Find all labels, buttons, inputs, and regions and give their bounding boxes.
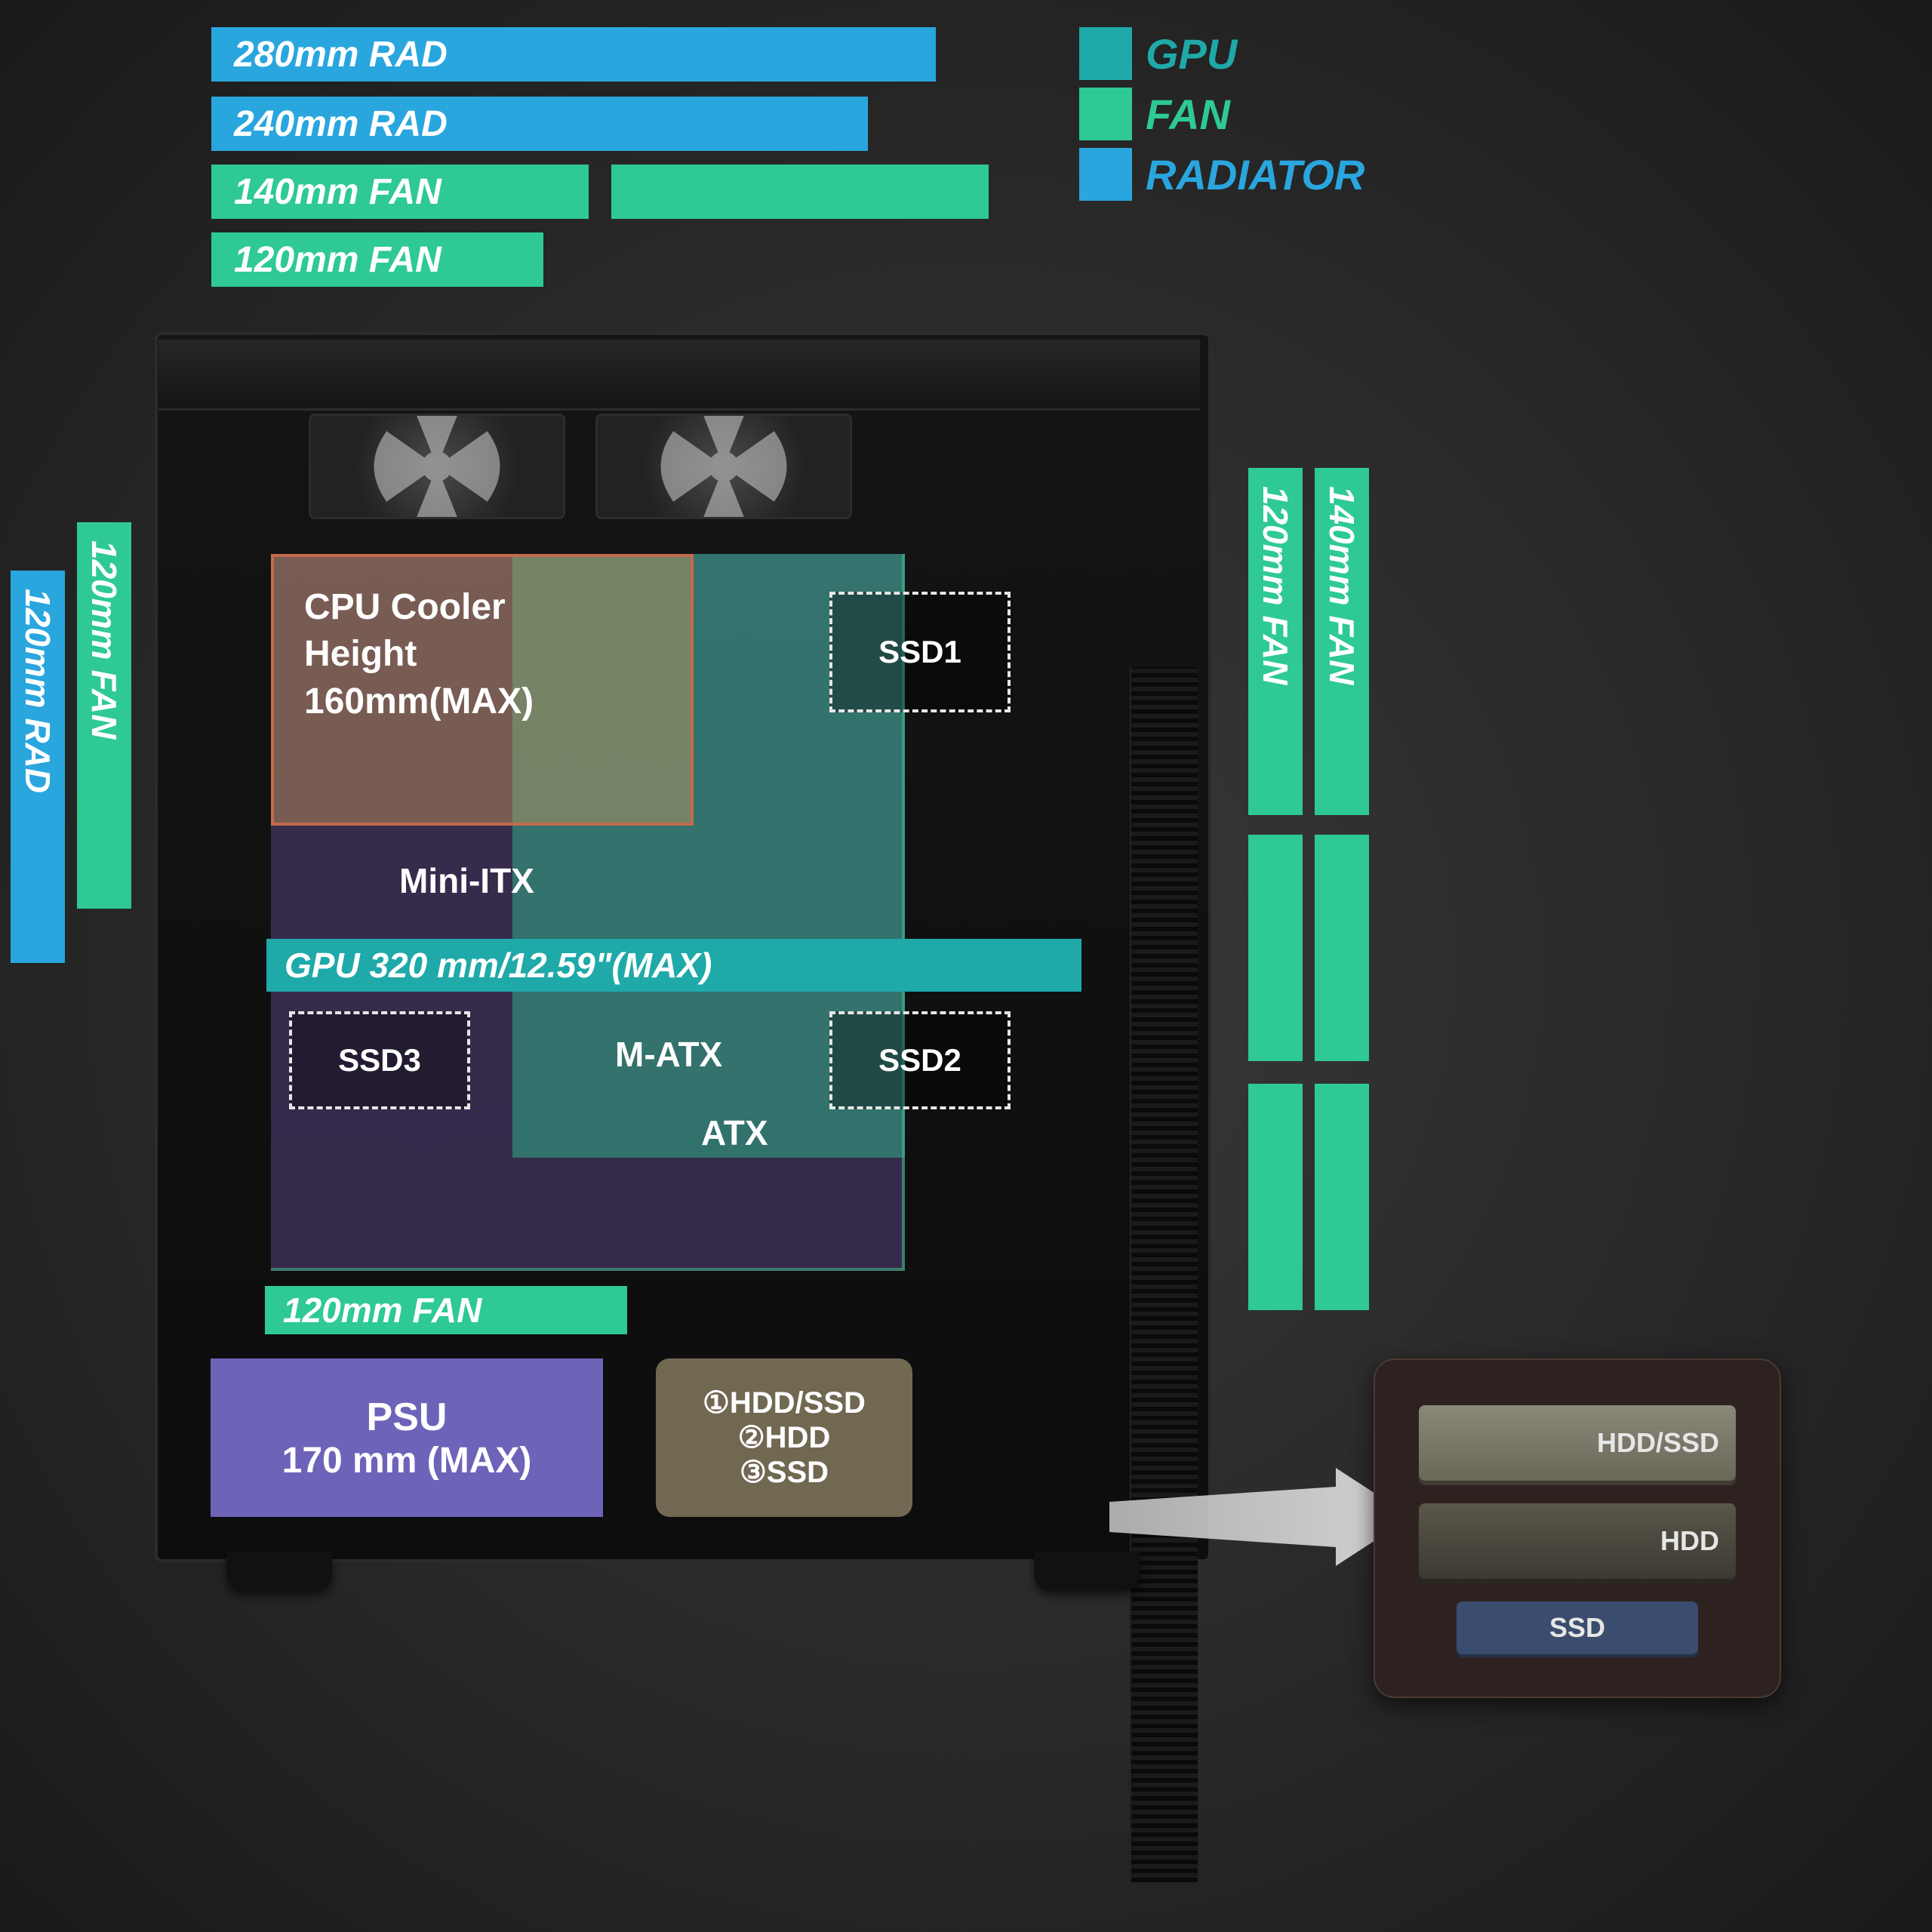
legend-rad: RADIATOR — [1079, 148, 1364, 201]
drive-cage-l2: ②HDD — [738, 1420, 831, 1455]
drive-callout: HDD/SSD HDD SSD — [1374, 1358, 1781, 1698]
drive-cage-l3: ③SSD — [740, 1455, 829, 1490]
bar-140mm-fan-b — [611, 165, 989, 219]
cpu-cooler-text: CPU Cooler Height 160mm(MAX) — [304, 584, 534, 725]
cpu-cooler-l3: 160mm(MAX) — [304, 678, 534, 725]
case-feet — [226, 1552, 1140, 1591]
vbar-right-120mm-fan: 120mm FAN — [1248, 468, 1303, 815]
overlay-drive-cage: ①HDD/SSD ②HDD ③SSD — [656, 1358, 912, 1517]
cpu-cooler-l1: CPU Cooler — [304, 584, 534, 631]
overlay-ssd3: SSD3 — [289, 1011, 470, 1109]
bar-240mm-rad: 240mm RAD — [211, 97, 868, 151]
psu-l1: PSU — [367, 1395, 448, 1440]
overlay-psu: PSU 170 mm (MAX) — [211, 1358, 603, 1517]
drive-cage-l1: ①HDD/SSD — [703, 1386, 866, 1420]
label-mini-itx: Mini-ITX — [399, 860, 534, 901]
overlay-gpu-max: GPU 320 mm/12.59"(MAX) — [266, 939, 1081, 992]
callout-drive-ssd: SSD — [1457, 1601, 1698, 1654]
bar-140mm-fan-a: 140mm FAN — [211, 165, 589, 219]
legend-gpu: GPU — [1079, 27, 1364, 80]
case-top-bezel — [158, 340, 1200, 411]
overlay-bottom-120mm-fan: 120mm FAN — [265, 1286, 627, 1334]
legend-fan-label: FAN — [1146, 90, 1230, 139]
label-atx: ATX — [701, 1112, 768, 1153]
legend: GPU FAN RADIATOR — [1079, 27, 1364, 201]
cpu-cooler-l2: Height — [304, 631, 534, 678]
vblock-right-b2 — [1315, 835, 1369, 1061]
legend-gpu-swatch — [1079, 27, 1132, 80]
vbar-left-120mm-fan: 120mm FAN — [77, 522, 131, 909]
vbar-right-140mm-fan: 140mm FAN — [1315, 468, 1369, 815]
vblock-right-a2 — [1248, 835, 1303, 1061]
legend-fan: FAN — [1079, 88, 1364, 140]
legend-gpu-label: GPU — [1146, 29, 1237, 78]
label-matx: M-ATX — [615, 1034, 722, 1075]
top-fan-2 — [595, 414, 852, 519]
top-fan-1 — [309, 414, 565, 519]
bar-120mm-fan-top: 120mm FAN — [211, 232, 543, 287]
psu-l2: 170 mm (MAX) — [282, 1440, 532, 1481]
pc-case: CPU Cooler Height 160mm(MAX) Mini-ITX M-… — [155, 332, 1211, 1562]
overlay-ssd2: SSD2 — [829, 1011, 1011, 1109]
bar-280mm-rad: 280mm RAD — [211, 27, 936, 82]
legend-fan-swatch — [1079, 88, 1132, 140]
callout-arrow-icon — [1109, 1460, 1411, 1574]
callout-drive-hdd: HDD — [1419, 1503, 1736, 1579]
callout-drive-hdd-ssd: HDD/SSD — [1419, 1405, 1736, 1481]
case-foot-1 — [226, 1552, 332, 1591]
overlay-ssd1: SSD1 — [829, 592, 1011, 712]
vbar-left-120mm-rad: 120mm RAD — [11, 571, 65, 963]
case-front-vent — [1130, 667, 1198, 1882]
legend-rad-label: RADIATOR — [1146, 150, 1364, 199]
vblock-right-a3 — [1248, 1084, 1303, 1310]
vblock-right-b3 — [1315, 1084, 1369, 1310]
legend-rad-swatch — [1079, 148, 1132, 201]
